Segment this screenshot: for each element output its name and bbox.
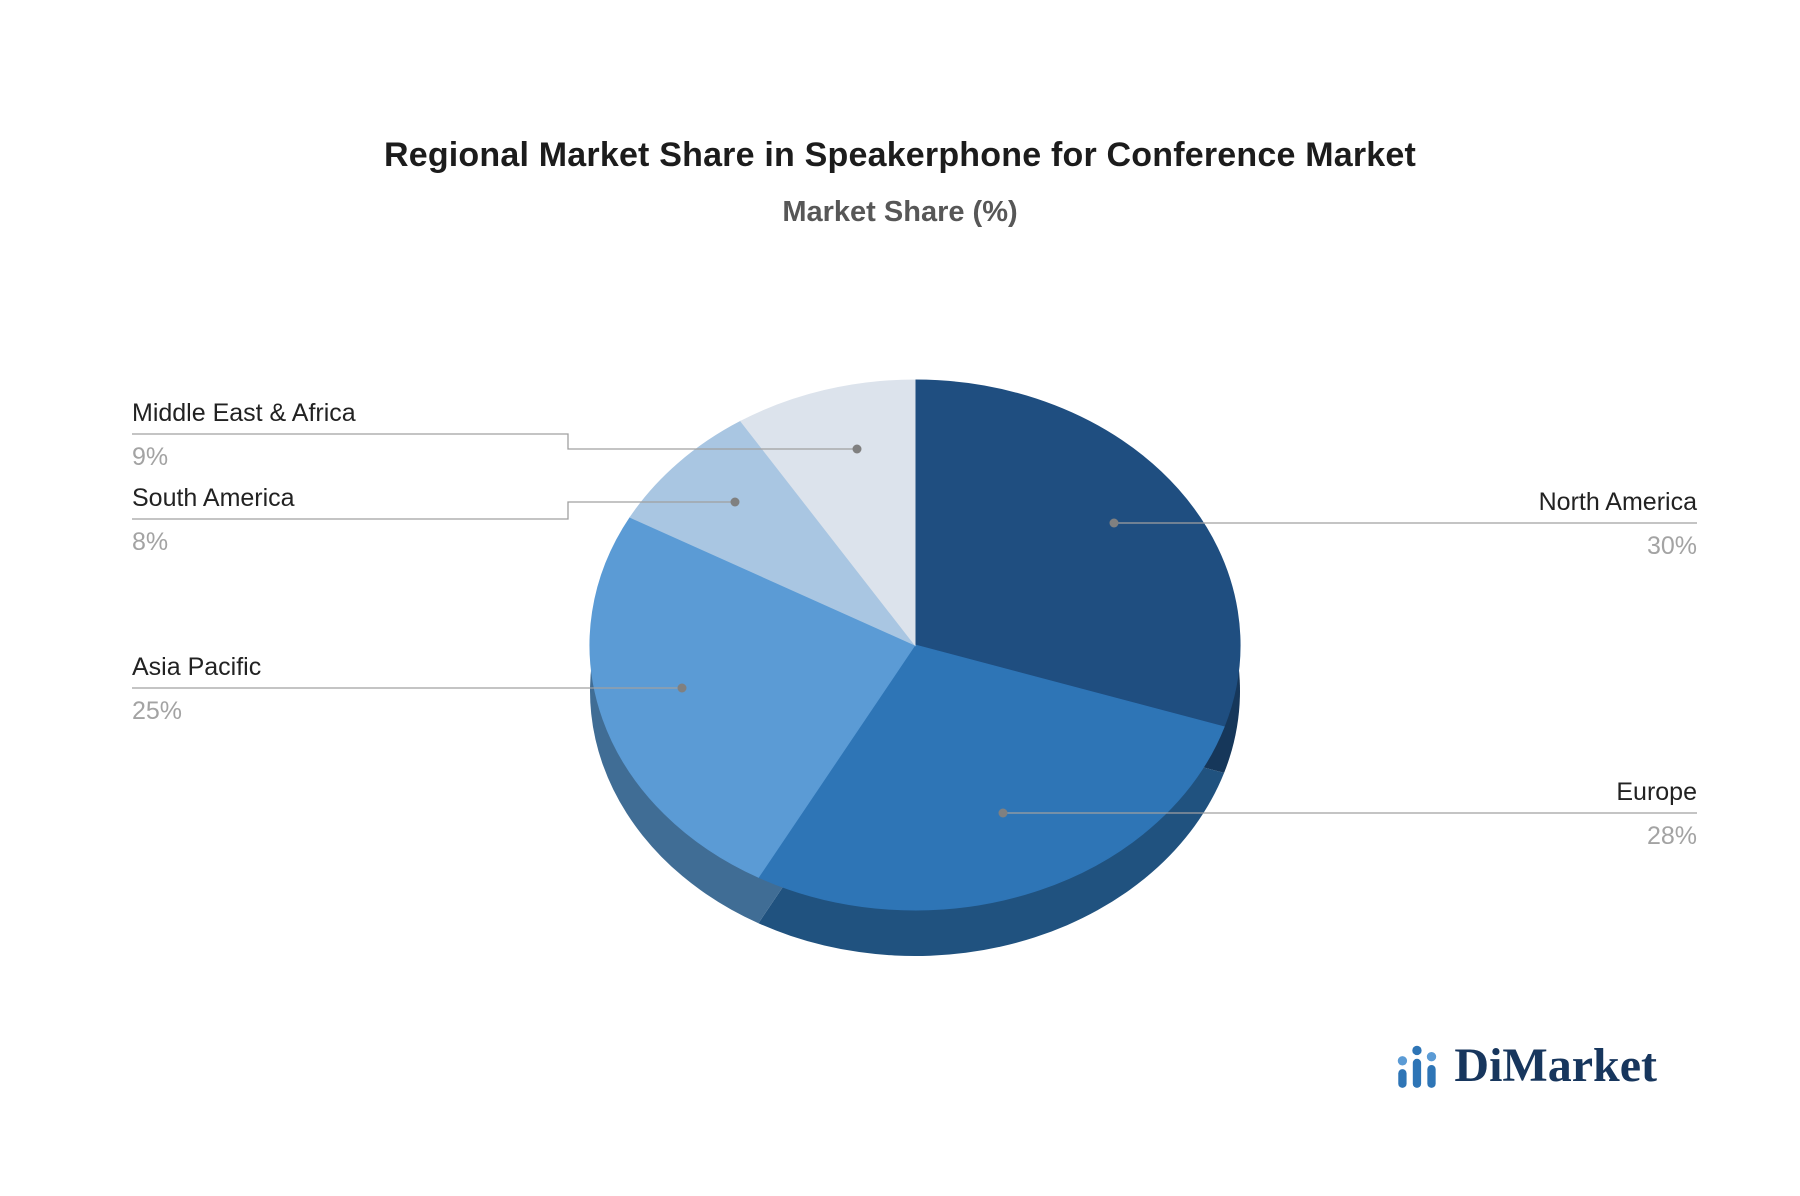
pie-label-north-america: North America 30% — [1539, 487, 1697, 561]
pie-slice-north-america — [914, 379, 1241, 728]
pie-label-value: 9% — [132, 443, 169, 471]
pie-label-value: 25% — [132, 697, 183, 725]
leader-dot-middle-east-africa — [852, 444, 862, 454]
leader-dot-asia-pacific — [677, 683, 687, 693]
pie-label-value: 28% — [1646, 822, 1697, 850]
leader-line-middle-east-africa — [132, 433, 857, 450]
pie-slice-south-america — [629, 420, 916, 646]
pie-label-name: South America — [132, 484, 295, 512]
pie-label-value: 30% — [1646, 532, 1697, 560]
pie-slice-asia-pacific — [589, 516, 916, 878]
brand-logo-text: DiMarket — [1454, 1039, 1657, 1092]
pie-label-name: Europe — [1616, 778, 1697, 806]
leader-line-south-america — [132, 501, 735, 520]
pie-label-name: Middle East & Africa — [132, 399, 356, 427]
pie-slice-europe — [757, 644, 1225, 911]
brand-logo: DiMarket — [1396, 1038, 1657, 1092]
leader-dot-south-america — [730, 497, 740, 507]
pie-label-asia-pacific: Asia Pacific 25% — [132, 652, 261, 726]
chart-title: Regional Market Share in Speakerphone fo… — [383, 136, 1417, 174]
bar-chart-icon — [1398, 1045, 1437, 1088]
pie-label-europe: Europe 28% — [1616, 777, 1697, 851]
pie-label-value: 8% — [132, 528, 169, 556]
pie-label-south-america: South America 8% — [132, 483, 295, 557]
pie-label-name: North America — [1538, 488, 1697, 516]
pie-label-name: Asia Pacific — [132, 653, 262, 681]
pie-label-middle-east-africa: Middle East & Africa 9% — [132, 398, 356, 472]
leader-dot-north-america — [1109, 518, 1119, 528]
pie-slice-middle-east-africa — [740, 379, 916, 647]
chart-subtitle: Market Share (%) — [782, 196, 1018, 228]
leader-dot-europe — [998, 808, 1008, 818]
